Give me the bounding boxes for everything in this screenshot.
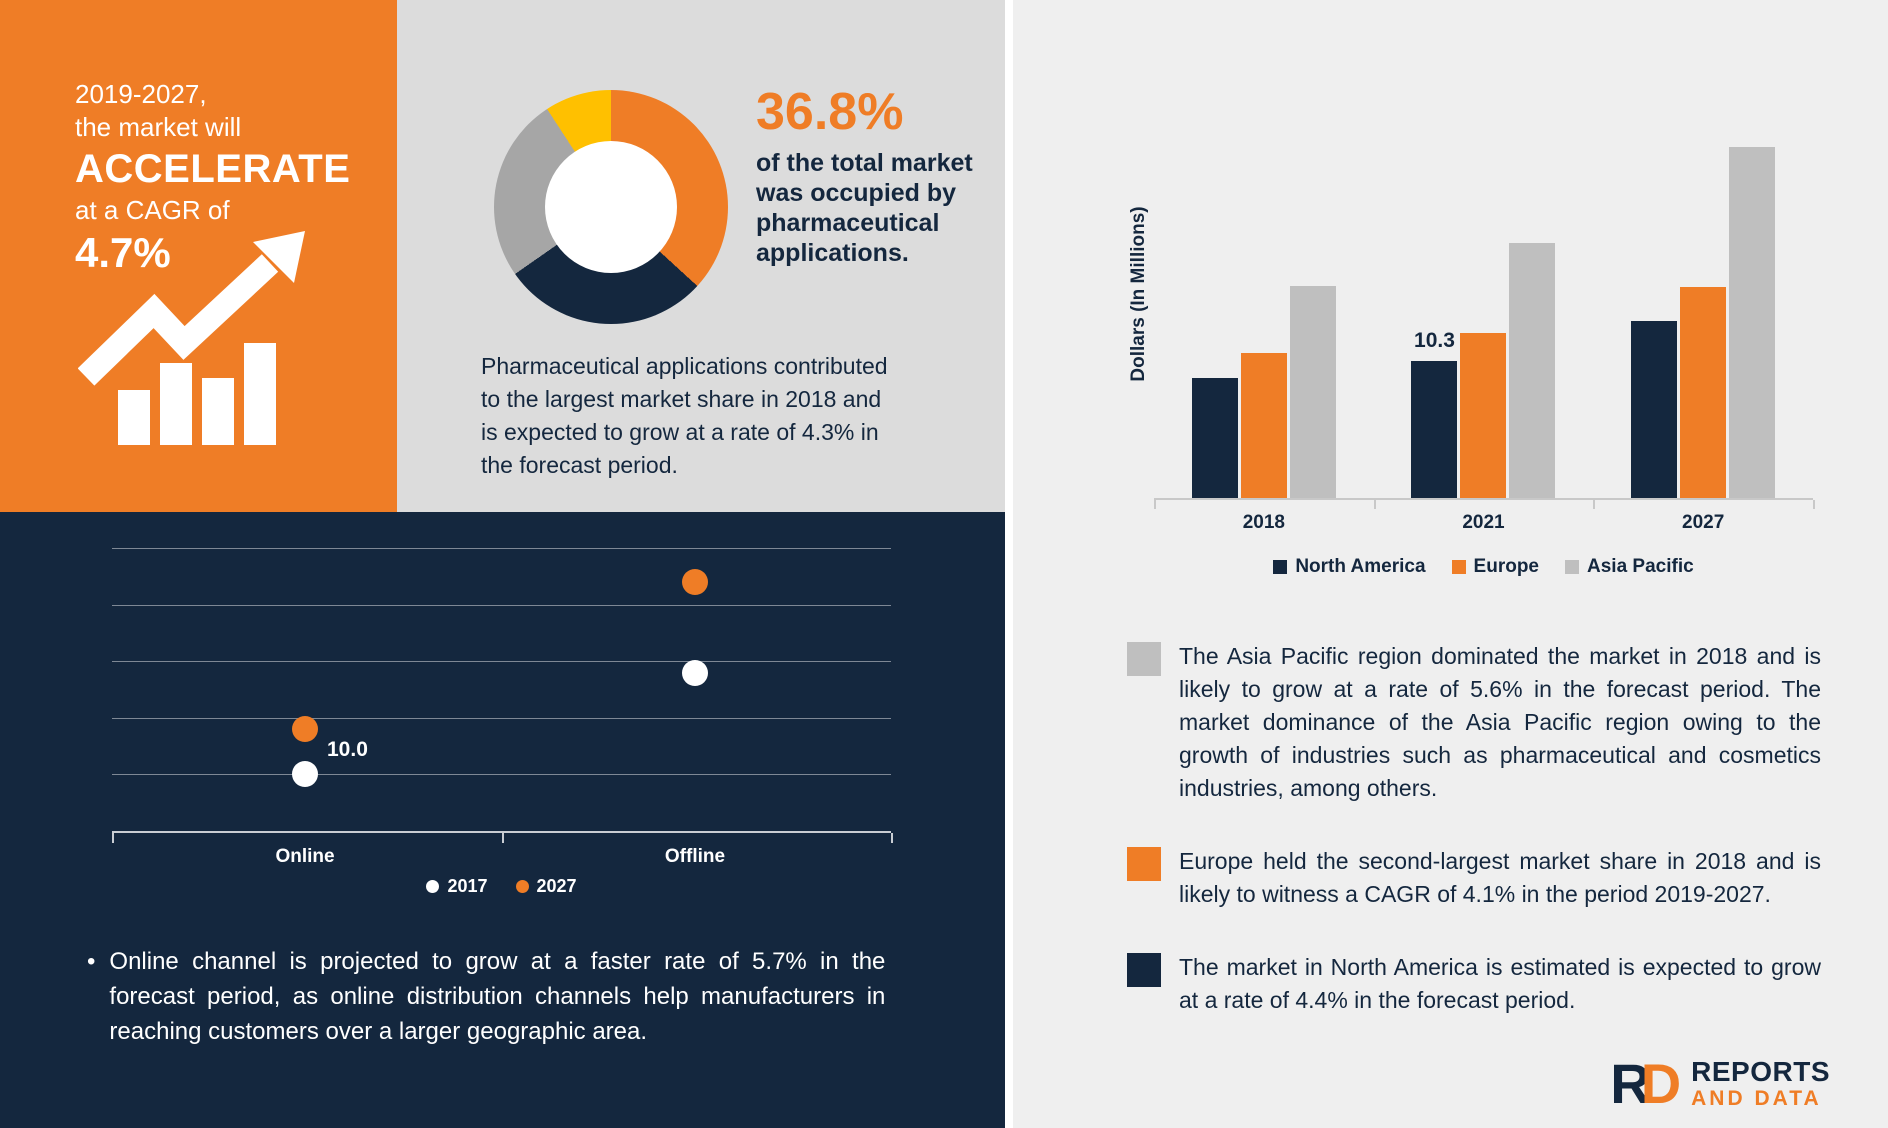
logo-letter-d: D xyxy=(1640,1052,1682,1115)
cagr-value: 4.7% xyxy=(75,229,171,276)
bar-chart-x-axis-labels: 2018 2021 2027 xyxy=(1154,512,1813,534)
insight-marker xyxy=(1127,847,1161,881)
rd-monogram-icon: RD xyxy=(1610,1056,1681,1112)
application-share-panel: 36.8% of the total market was occupied b… xyxy=(397,0,1005,512)
bar-chart-axis-tick xyxy=(1154,500,1156,509)
legend-label: 2027 xyxy=(536,876,577,896)
bar-chart-category-label: 2018 xyxy=(1242,512,1285,533)
application-share-donut-chart xyxy=(494,90,728,324)
dot-chart-category-label: Online xyxy=(275,846,335,867)
insight-item: The market in North America is estimated… xyxy=(1127,951,1827,1017)
regional-panel: Dollars (In Millions) 10.3 2018 2021 2027 … xyxy=(1013,0,1888,1128)
cagr-accelerate: ACCELERATE xyxy=(75,147,351,191)
bar-north-america-2018 xyxy=(1191,378,1238,498)
insight-item: The Asia Pacific region dominated the ma… xyxy=(1127,640,1827,805)
insight-text: Europe held the second-largest market sh… xyxy=(1179,848,1821,907)
dot-2017-offline xyxy=(682,659,708,686)
channel-bullet-text: Online channel is projected to grow at a… xyxy=(109,948,886,1045)
bar-group-2027 xyxy=(1631,140,1776,498)
logo-wordmark: REPORTS AND DATA xyxy=(1691,1057,1830,1111)
bar-chart-legend-item: Europe xyxy=(1451,556,1539,578)
logo-letter-r: R xyxy=(1610,1052,1651,1115)
pharma-growth-note: Pharmaceutical applications contributed … xyxy=(481,353,888,478)
bar-europe-2027 xyxy=(1680,287,1727,498)
legend-label: Asia Pacific xyxy=(1587,556,1694,577)
dot-chart-gridline xyxy=(112,774,891,776)
dot-chart-axis-tick xyxy=(501,833,504,843)
bar-chart-y-axis-label: Dollars (In Millions) xyxy=(1128,206,1149,382)
cagr-phrase: the market will xyxy=(75,112,242,142)
legend-square-swatch xyxy=(1565,560,1579,574)
growth-arrow-icon xyxy=(78,231,305,445)
bar-group-2021: 10.3 xyxy=(1411,140,1556,498)
bar-north-america-2021: 10.3 xyxy=(1411,329,1458,498)
dot-2027-offline xyxy=(682,568,708,595)
cagr-panel: 2019-2027, the market will ACCELERATE at… xyxy=(0,0,397,512)
bar-north-america-2027 xyxy=(1631,320,1678,498)
dot-chart-category-label: Offline xyxy=(664,846,726,867)
dot-chart-gridline xyxy=(112,604,891,606)
logo-reports-text: REPORTS xyxy=(1691,1056,1830,1087)
insight-marker xyxy=(1127,953,1161,987)
dot-chart-legend-item: 2027 xyxy=(515,876,577,897)
dot-chart-legend-item: 2017 xyxy=(426,876,488,897)
bullet-icon: • xyxy=(87,948,96,975)
dot-chart-axis-tick xyxy=(112,833,114,843)
legend-label: North America xyxy=(1295,556,1426,577)
channel-bullet: • Online channel is projected to grow at… xyxy=(87,944,893,1049)
logo-and-data-text: AND DATA xyxy=(1691,1087,1822,1110)
bar-chart-axis-tick xyxy=(1813,500,1815,509)
bar-europe-2021 xyxy=(1460,332,1507,498)
legend-square-swatch xyxy=(1273,560,1288,574)
bar-chart-legend: North America Europe Asia Pacific xyxy=(1154,556,1813,578)
donut-headline: 36.8% of the total market was occupied b… xyxy=(756,84,996,268)
bar-group-2018 xyxy=(1191,140,1336,498)
dot-chart-data-label: 10.0 xyxy=(327,738,368,762)
dot-chart-gridline xyxy=(112,717,891,719)
distribution-channel-panel: 10.0 Online Offline 2017 2027 • Online chan… xyxy=(0,512,1005,1128)
regional-insights-list: The Asia Pacific region dominated the ma… xyxy=(1127,640,1827,1057)
bar-data-label: 10.3 xyxy=(1414,328,1455,352)
insight-text: The Asia Pacific region dominated the ma… xyxy=(1179,643,1821,801)
regional-bar-chart: 10.3 xyxy=(1154,140,1813,500)
bar-asia-pacific-2027 xyxy=(1729,147,1776,498)
bar-chart-category-label: 2021 xyxy=(1462,512,1505,533)
legend-dot-swatch xyxy=(426,880,440,893)
pharma-share-caption: of the total market was occupied by phar… xyxy=(756,149,973,267)
legend-label: Europe xyxy=(1473,556,1539,577)
dot-chart-gridline xyxy=(112,548,891,549)
channel-dot-chart: 10.0 Online Offline xyxy=(112,512,893,912)
bar-chart-axis-tick xyxy=(1593,500,1596,509)
insight-marker xyxy=(1127,642,1161,676)
dot-chart-gridline xyxy=(112,661,891,663)
bar-asia-pacific-2018 xyxy=(1289,286,1336,498)
insight-text: The market in North America is estimated… xyxy=(1179,954,1821,1013)
legend-label: 2017 xyxy=(447,876,488,896)
bar-europe-2018 xyxy=(1240,352,1287,498)
dot-chart-axis-tick xyxy=(891,833,893,843)
dot-chart-axis xyxy=(112,831,891,833)
dot-2027-online xyxy=(292,716,318,743)
insight-item: Europe held the second-largest market sh… xyxy=(1127,845,1827,911)
legend-dot-swatch xyxy=(515,880,529,893)
cagr-years: 2019-2027, xyxy=(75,79,207,109)
cagr-at-rate: at a CAGR of xyxy=(75,195,230,225)
cagr-text-block: 2019-2027, the market will ACCELERATE at… xyxy=(75,78,350,279)
bar-chart-legend-item: Asia Pacific xyxy=(1565,556,1694,578)
pharma-share-value: 36.8% xyxy=(756,83,904,141)
dot-chart-legend: 2017 2027 xyxy=(112,876,891,897)
bar-chart-legend-item: North America xyxy=(1273,556,1426,578)
reports-and-data-logo: RD REPORTS AND DATA xyxy=(1610,1056,1830,1112)
bar-chart-axis-tick xyxy=(1373,500,1376,509)
legend-square-swatch xyxy=(1451,560,1466,574)
dot-2017-online xyxy=(292,761,318,788)
bar-asia-pacific-2021 xyxy=(1509,243,1556,498)
bar-chart-category-label: 2027 xyxy=(1682,512,1725,533)
